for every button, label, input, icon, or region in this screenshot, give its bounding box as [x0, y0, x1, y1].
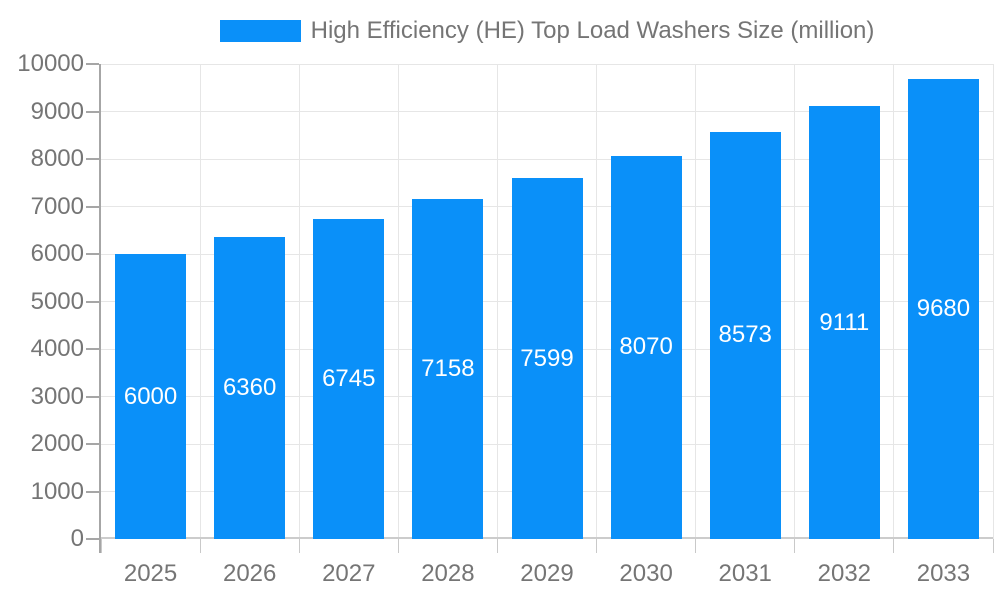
y-axis-tick	[86, 158, 99, 160]
x-axis-tick	[100, 539, 102, 553]
bar-value-label: 9680	[916, 295, 971, 323]
bar-2026[interactable]: 6360	[214, 236, 286, 539]
y-axis-tick	[86, 538, 99, 540]
legend-label: High Efficiency (HE) Top Load Washers Si…	[310, 17, 875, 44]
gridline-v	[695, 64, 697, 539]
gridline-v	[794, 64, 796, 539]
x-axis-label: 2028	[421, 560, 475, 587]
x-axis-label: 2025	[123, 560, 178, 587]
gridline-v	[893, 64, 895, 539]
gridline-v	[992, 64, 994, 539]
bar-2028[interactable]: 7158	[412, 199, 484, 539]
bar-value-label: 8573	[718, 321, 772, 349]
y-axis-tick	[86, 205, 99, 208]
y-axis-label: 4000	[30, 335, 84, 362]
bar-value-label: 7599	[520, 344, 574, 372]
y-axis-line	[99, 64, 101, 553]
plot-area: 0 1000 2000 3000 4000 5000 6000 7000 8000 9000 100…	[17, 50, 994, 587]
y-axis-label: 5000	[30, 287, 84, 315]
bar-value-label: 8070	[619, 333, 673, 361]
x-axis-tick	[596, 539, 598, 553]
gridline-v	[596, 64, 598, 539]
y-axis-tick	[86, 110, 99, 113]
x-axis-tick	[298, 539, 300, 553]
bar-2033[interactable]: 9680	[907, 79, 979, 539]
gridline-h	[101, 63, 993, 65]
y-axis-label: 9000	[30, 97, 84, 125]
x-axis-label: 2026	[222, 560, 277, 587]
gridline-v	[397, 64, 399, 539]
bar-value-label: 6000	[123, 382, 178, 410]
legend-swatch-icon	[219, 20, 301, 42]
bar-2029[interactable]: 7599	[511, 178, 583, 539]
y-axis-label: 8000	[30, 145, 84, 172]
gridline-v	[298, 64, 300, 539]
bar-2031[interactable]: 8573	[709, 131, 781, 539]
bar-2027[interactable]: 6745	[313, 218, 385, 539]
y-axis-label: 3000	[30, 382, 84, 410]
y-axis-tick	[86, 253, 99, 255]
x-axis-tick	[794, 539, 796, 553]
bar-2025[interactable]: 6000	[115, 254, 187, 539]
x-axis-label: 2030	[619, 560, 673, 587]
bar-value-label: 9111	[819, 308, 870, 336]
bar-2030[interactable]: 8070	[610, 155, 682, 539]
y-axis-label: 10000	[17, 50, 84, 77]
x-axis-tick	[992, 539, 994, 553]
y-axis-tick	[86, 395, 99, 398]
x-axis-label: 2032	[817, 560, 872, 587]
x-axis-tick	[199, 539, 201, 553]
y-axis-label: 6000	[30, 240, 84, 267]
chart-legend[interactable]: High Efficiency (HE) Top Load Washers Si…	[101, 16, 993, 46]
y-axis-label: 0	[70, 525, 84, 552]
y-axis-tick	[86, 348, 99, 350]
x-axis-tick	[397, 539, 399, 553]
y-axis-label: 2000	[30, 430, 84, 457]
x-axis-label: 2033	[916, 560, 971, 587]
x-axis-tick	[695, 539, 697, 553]
y-axis-tick	[86, 443, 99, 445]
gridline-v	[199, 64, 201, 539]
x-axis-tick	[496, 539, 498, 553]
bar-value-label: 6745	[322, 364, 376, 392]
y-axis-tick	[86, 300, 99, 303]
bar-value-label: 7158	[421, 355, 475, 382]
y-axis-label: 7000	[30, 192, 84, 220]
bar-2032[interactable]: 9111	[808, 106, 880, 539]
x-axis-tick	[893, 539, 895, 553]
bar-value-label: 6360	[222, 373, 277, 401]
gridline-h	[101, 158, 993, 160]
y-axis-tick	[86, 490, 99, 493]
y-axis-label: 1000	[30, 477, 84, 505]
y-axis-tick	[86, 63, 99, 65]
gridline-v	[496, 64, 498, 539]
x-axis-label: 2029	[520, 560, 574, 587]
x-axis-label: 2027	[322, 560, 376, 587]
gridline-h	[101, 111, 993, 112]
x-axis-label: 2031	[718, 560, 772, 587]
